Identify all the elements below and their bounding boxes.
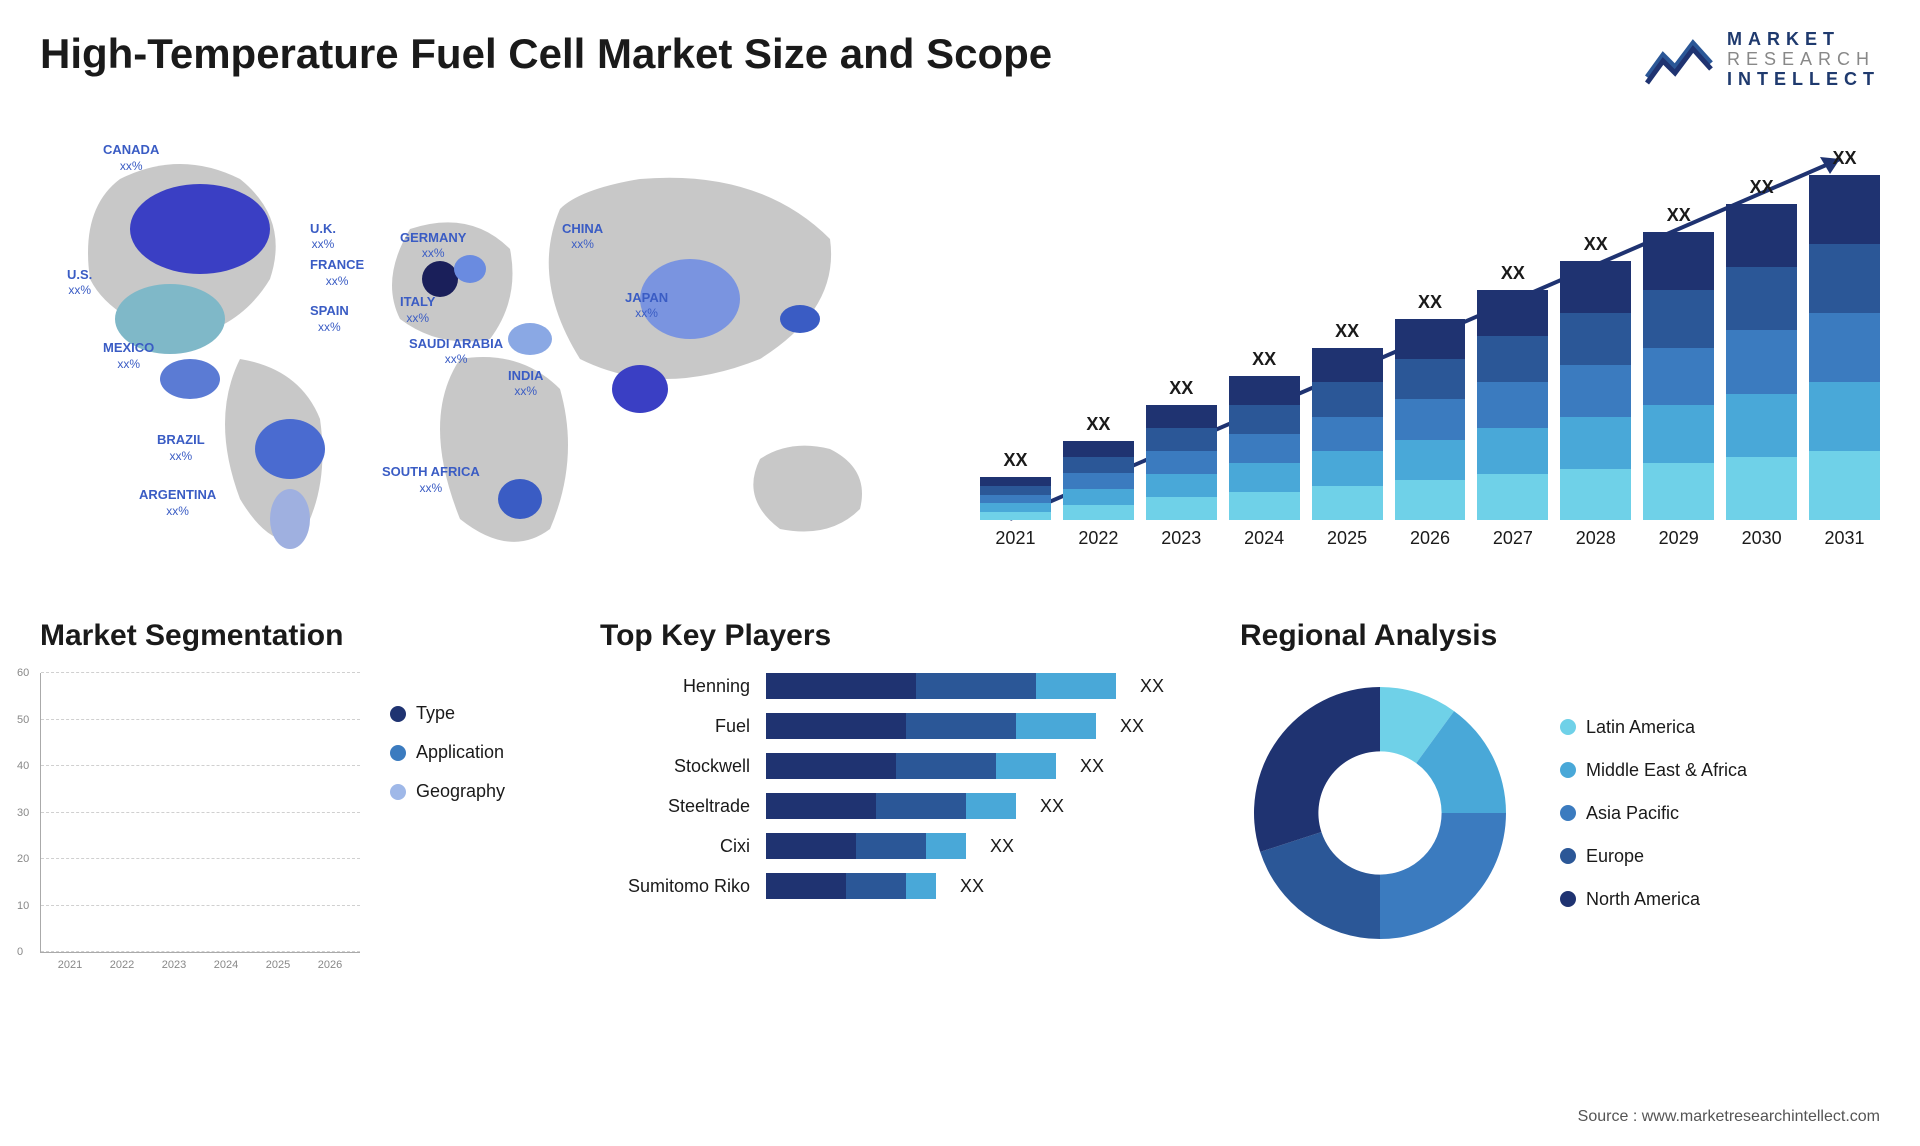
growth-year-label: 2027: [1493, 528, 1533, 549]
player-name: Sumitomo Riko: [600, 876, 750, 897]
logo-text-1: MARKET: [1727, 30, 1880, 50]
growth-bar-label: XX: [1750, 177, 1774, 198]
player-value: XX: [1040, 796, 1064, 817]
legend-item: Type: [390, 703, 505, 724]
growth-bar: XX 2028: [1560, 234, 1631, 549]
growth-year-label: 2024: [1244, 528, 1284, 549]
logo-text-3: INTELLECT: [1727, 70, 1880, 90]
growth-bar-label: XX: [1418, 292, 1442, 313]
map-label: CHINAxx%: [562, 221, 603, 252]
player-name: Henning: [600, 676, 750, 697]
map-label: SPAINxx%: [310, 303, 349, 334]
growth-year-label: 2030: [1742, 528, 1782, 549]
map-label: U.S.xx%: [67, 267, 92, 298]
growth-bar-label: XX: [1252, 349, 1276, 370]
growth-year-label: 2023: [1161, 528, 1201, 549]
growth-bar: XX 2026: [1395, 292, 1466, 550]
logo: MARKET RESEARCH INTELLECT: [1645, 30, 1880, 89]
player-value: XX: [1080, 756, 1104, 777]
growth-year-label: 2029: [1659, 528, 1699, 549]
legend-item: North America: [1560, 889, 1747, 910]
legend-item: Application: [390, 742, 505, 763]
segmentation-title: Market Segmentation: [40, 619, 560, 653]
map-label: U.K.xx%: [310, 221, 336, 252]
logo-icon: [1645, 35, 1715, 85]
player-row: Stockwell XX: [600, 753, 1200, 779]
players-panel: Top Key Players HenningXXFuelXXStockwell…: [600, 619, 1200, 979]
player-row: Henning XX: [600, 673, 1200, 699]
source-text: Source : www.marketresearchintellect.com: [1578, 1108, 1880, 1126]
growth-year-label: 2026: [1410, 528, 1450, 549]
growth-year-label: 2025: [1327, 528, 1367, 549]
segmentation-panel: Market Segmentation 0102030405060 202120…: [40, 619, 560, 979]
player-value: XX: [960, 876, 984, 897]
growth-chart-panel: XX 2021 XX 2022 XX 2023 XX 2024 XX 2025 XX 2026 XX 20…: [980, 119, 1880, 579]
legend-item: Latin America: [1560, 717, 1747, 738]
player-name: Stockwell: [600, 756, 750, 777]
legend-item: Middle East & Africa: [1560, 760, 1747, 781]
growth-bar-label: XX: [1584, 234, 1608, 255]
segmentation-legend: Type Application Geography: [390, 673, 505, 971]
players-title: Top Key Players: [600, 619, 1200, 653]
regional-title: Regional Analysis: [1240, 619, 1880, 653]
player-name: Fuel: [600, 716, 750, 737]
donut-slice: [1260, 832, 1380, 939]
player-row: Cixi XX: [600, 833, 1200, 859]
growth-bar-label: XX: [1833, 148, 1857, 169]
map-label: GERMANYxx%: [400, 230, 466, 261]
player-value: XX: [1120, 716, 1144, 737]
growth-bar-label: XX: [1335, 321, 1359, 342]
legend-item: Geography: [390, 781, 505, 802]
player-row: Sumitomo Riko XX: [600, 873, 1200, 899]
growth-bar-label: XX: [1003, 450, 1027, 471]
player-row: Fuel XX: [600, 713, 1200, 739]
donut-slice: [1380, 813, 1506, 939]
growth-bar: XX 2031: [1809, 148, 1880, 550]
player-name: Steeltrade: [600, 796, 750, 817]
world-map-panel: CANADAxx% U.S.xx% MEXICOxx% BRAZILxx% ARGENT…: [40, 119, 940, 579]
donut-slice: [1254, 687, 1380, 852]
map-label: JAPANxx%: [625, 290, 668, 321]
player-value: XX: [990, 836, 1014, 857]
growth-bar-label: XX: [1169, 378, 1193, 399]
page-title: High-Temperature Fuel Cell Market Size a…: [40, 30, 1052, 78]
legend-item: Europe: [1560, 846, 1747, 867]
map-label: CANADAxx%: [103, 142, 159, 173]
growth-bar: XX 2030: [1726, 177, 1797, 550]
growth-bar: XX 2029: [1643, 205, 1714, 549]
growth-bar-label: XX: [1501, 263, 1525, 284]
growth-year-label: 2031: [1824, 528, 1864, 549]
growth-bar-label: XX: [1086, 414, 1110, 435]
growth-bar: XX 2022: [1063, 414, 1134, 549]
growth-bar: XX 2024: [1229, 349, 1300, 549]
map-label: INDIAxx%: [508, 368, 543, 399]
player-name: Cixi: [600, 836, 750, 857]
regional-panel: Regional Analysis Latin America Middle Ea…: [1240, 619, 1880, 979]
player-value: XX: [1140, 676, 1164, 697]
map-label: MEXICOxx%: [103, 340, 154, 371]
map-label: SAUDI ARABIAxx%: [409, 336, 503, 367]
map-label: BRAZILxx%: [157, 432, 205, 463]
segmentation-chart: 0102030405060: [40, 673, 360, 953]
regional-legend: Latin America Middle East & Africa Asia Pa…: [1560, 717, 1747, 910]
growth-year-label: 2021: [995, 528, 1035, 549]
growth-year-label: 2022: [1078, 528, 1118, 549]
growth-year-label: 2028: [1576, 528, 1616, 549]
growth-bar: XX 2023: [1146, 378, 1217, 549]
growth-bar: XX 2025: [1312, 321, 1383, 550]
player-row: Steeltrade XX: [600, 793, 1200, 819]
growth-bar: XX 2021: [980, 450, 1051, 549]
growth-bar-label: XX: [1667, 205, 1691, 226]
map-label: SOUTH AFRICAxx%: [382, 464, 480, 495]
legend-item: Asia Pacific: [1560, 803, 1747, 824]
map-label: ARGENTINAxx%: [139, 487, 216, 518]
map-label: FRANCExx%: [310, 257, 364, 288]
logo-text-2: RESEARCH: [1727, 50, 1880, 70]
map-label: ITALYxx%: [400, 294, 435, 325]
growth-bar: XX 2027: [1477, 263, 1548, 549]
regional-donut: [1240, 673, 1520, 953]
